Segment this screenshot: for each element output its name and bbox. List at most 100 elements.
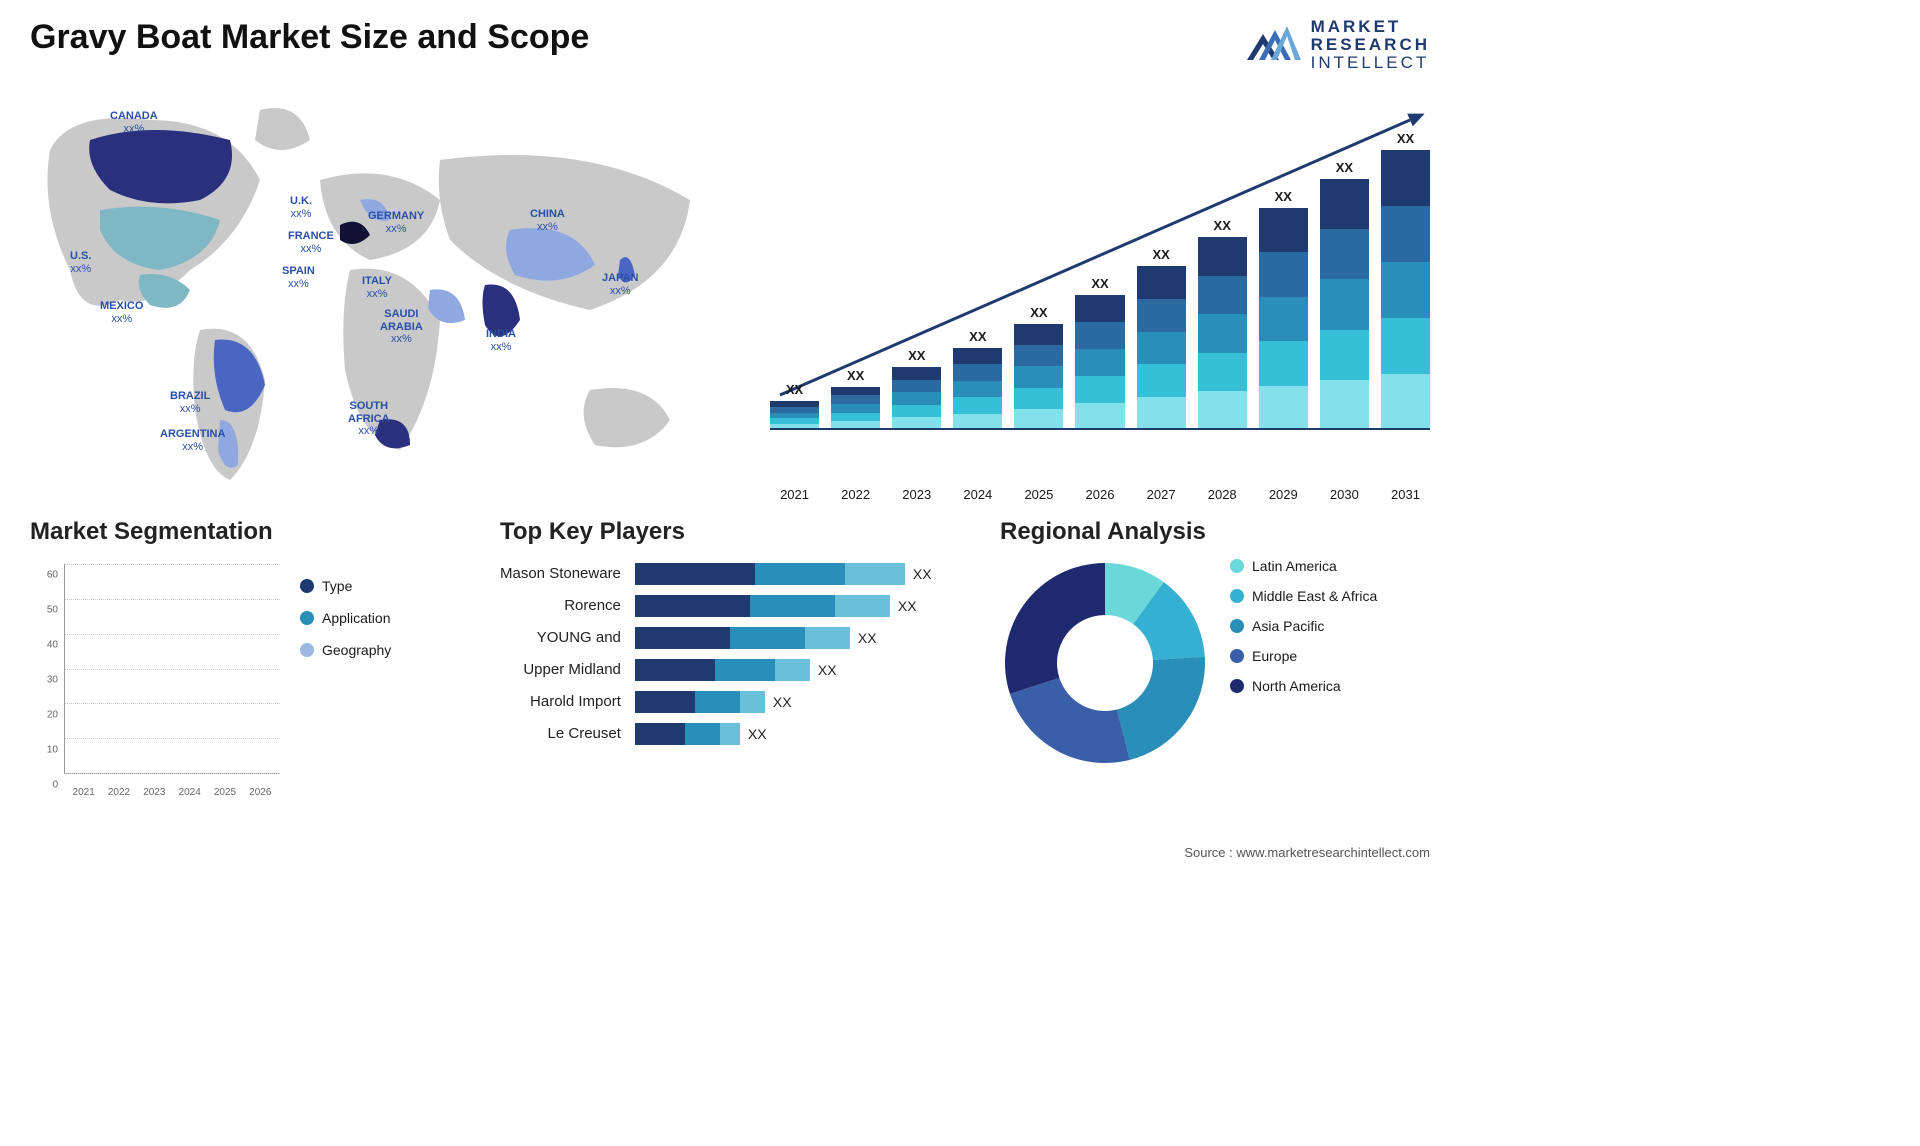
regional-legend-item: North America	[1230, 678, 1377, 694]
bar-stack	[1137, 266, 1186, 430]
player-bar	[635, 691, 765, 713]
bar-top-label: XX	[969, 329, 986, 344]
legend-swatch-icon	[1230, 559, 1244, 573]
bar-top-label: XX	[1275, 189, 1292, 204]
seg-legend-item: Application	[300, 610, 391, 626]
bar-segment	[1137, 332, 1186, 365]
y-tick-label: 40	[30, 640, 58, 651]
player-bar	[635, 659, 810, 681]
map-label-italy: ITALYxx%	[362, 275, 392, 300]
bar-segment	[953, 381, 1002, 397]
bar-segment	[1320, 380, 1369, 430]
map-label-china: CHINAxx%	[530, 208, 565, 233]
growth-bar-2031: XX	[1381, 131, 1430, 430]
logo-line3: INTELLECT	[1311, 54, 1430, 72]
segmentation-chart: 0102030405060 202120222023202420252026	[30, 558, 280, 798]
bar-segment	[1137, 397, 1186, 430]
bar-segment	[1014, 345, 1063, 366]
regional-legend-item: Middle East & Africa	[1230, 588, 1377, 604]
bar-stack	[770, 401, 819, 430]
player-value: XX	[898, 598, 917, 614]
bar-segment	[953, 397, 1002, 413]
player-bar-row: XX	[635, 558, 960, 590]
seg-x-label: 2026	[247, 787, 274, 798]
logo-text: MARKET RESEARCH INTELLECT	[1311, 18, 1430, 72]
bar-stack	[1075, 295, 1124, 430]
bar-stack	[1198, 237, 1247, 430]
player-bar-segment	[835, 595, 890, 617]
bar-segment	[1381, 206, 1430, 262]
growth-bar-chart: XXXXXXXXXXXXXXXXXXXXXX 20212022202320242…	[770, 100, 1430, 480]
legend-swatch-icon	[300, 643, 314, 657]
x-axis-year: 2022	[831, 487, 880, 502]
bar-segment	[1137, 364, 1186, 397]
player-bar-row: XX	[635, 686, 960, 718]
map-label-pct: xx%	[170, 403, 210, 416]
y-tick-label: 30	[30, 675, 58, 686]
player-name: Rorence	[500, 590, 621, 622]
legend-label: Geography	[322, 642, 391, 658]
grid-line	[65, 738, 280, 739]
map-label-pct: xx%	[110, 123, 158, 136]
map-label-pct: xx%	[282, 278, 315, 291]
map-label-mexico: MEXICOxx%	[100, 300, 143, 325]
seg-x-label: 2024	[176, 787, 203, 798]
player-bar-segment	[635, 627, 730, 649]
player-bar-segment	[635, 723, 685, 745]
player-bar	[635, 563, 905, 585]
map-label-pct: xx%	[100, 313, 143, 326]
y-tick-label: 50	[30, 605, 58, 616]
map-label-name: SOUTHAFRICA	[348, 400, 390, 425]
map-label-india: INDIAxx%	[486, 328, 516, 353]
growth-bar-2025: XX	[1014, 305, 1063, 430]
world-map: CANADAxx%U.S.xx%MEXICOxx%BRAZILxx%ARGENT…	[30, 90, 730, 490]
map-label-canada: CANADAxx%	[110, 110, 158, 135]
legend-label: Application	[322, 610, 391, 626]
player-name: Mason Stoneware	[500, 558, 621, 590]
bar-top-label: XX	[786, 382, 803, 397]
map-label-spain: SPAINxx%	[282, 265, 315, 290]
x-axis-year: 2025	[1014, 487, 1063, 502]
bar-segment	[1198, 391, 1247, 430]
bar-segment	[892, 380, 941, 393]
regional-title: Regional Analysis	[1000, 518, 1430, 546]
growth-bar-2022: XX	[831, 368, 880, 430]
legend-swatch-icon	[300, 611, 314, 625]
bar-segment	[892, 392, 941, 405]
map-label-pct: xx%	[290, 208, 312, 221]
bar-segment	[892, 405, 941, 418]
player-bar-row: XX	[635, 622, 960, 654]
player-name: Harold Import	[500, 686, 621, 718]
bar-top-label: XX	[908, 348, 925, 363]
bar-top-label: XX	[1091, 276, 1108, 291]
map-label-name: SAUDIARABIA	[380, 308, 423, 333]
bar-top-label: XX	[1397, 131, 1414, 146]
map-label-pct: xx%	[362, 288, 392, 301]
x-axis-year: 2024	[953, 487, 1002, 502]
player-bar-segment	[755, 563, 845, 585]
map-label-name: INDIA	[486, 328, 516, 340]
donut-slice	[1117, 657, 1205, 760]
segmentation-title: Market Segmentation	[30, 518, 460, 546]
regional-legend-item: Latin America	[1230, 558, 1377, 574]
legend-label: Middle East & Africa	[1252, 588, 1377, 604]
map-label-name: CHINA	[530, 208, 565, 220]
bar-segment	[1014, 324, 1063, 345]
player-bar-segment	[740, 691, 765, 713]
map-label-japan: JAPANxx%	[602, 272, 638, 297]
key-players-panel: Top Key Players Mason StonewareRorenceYO…	[500, 518, 960, 818]
bar-segment	[1198, 276, 1247, 315]
seg-legend-item: Geography	[300, 642, 391, 658]
bar-stack	[1381, 150, 1430, 430]
bar-segment	[1320, 229, 1369, 279]
y-tick-label: 20	[30, 710, 58, 721]
bar-segment	[1320, 330, 1369, 380]
player-value: XX	[818, 662, 837, 678]
legend-label: Europe	[1252, 648, 1297, 664]
growth-bar-2026: XX	[1075, 276, 1124, 430]
bar-top-label: XX	[847, 368, 864, 383]
bar-segment	[831, 387, 880, 396]
bar-segment	[1014, 409, 1063, 430]
bar-segment	[1259, 386, 1308, 430]
map-label-pct: xx%	[368, 223, 424, 236]
